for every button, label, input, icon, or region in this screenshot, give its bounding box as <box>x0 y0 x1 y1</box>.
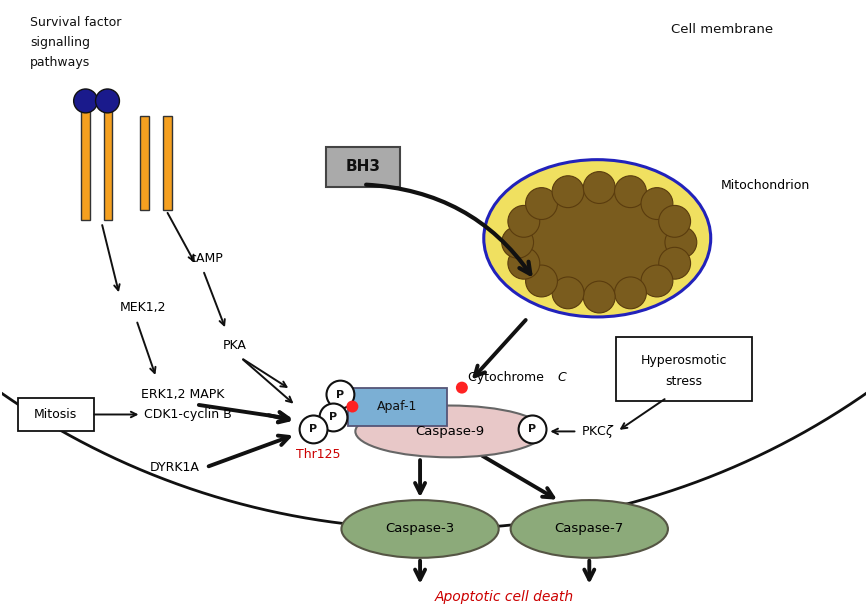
Text: pathways: pathways <box>30 56 90 69</box>
FancyBboxPatch shape <box>18 398 94 432</box>
Circle shape <box>552 176 584 207</box>
Circle shape <box>665 226 697 258</box>
Circle shape <box>659 206 691 237</box>
FancyBboxPatch shape <box>348 388 447 426</box>
Ellipse shape <box>483 160 711 317</box>
Text: Caspase-9: Caspase-9 <box>416 425 484 438</box>
Text: P: P <box>329 412 338 423</box>
FancyArrowPatch shape <box>366 185 530 274</box>
Text: DYRK1A: DYRK1A <box>149 461 199 474</box>
Bar <box>163 116 172 210</box>
Circle shape <box>518 415 547 443</box>
Text: Mitochondrion: Mitochondrion <box>720 179 810 192</box>
Text: P: P <box>337 390 345 399</box>
Circle shape <box>641 265 673 297</box>
Circle shape <box>583 171 615 204</box>
Text: MEK1,2: MEK1,2 <box>120 302 166 314</box>
Bar <box>141 116 149 210</box>
Circle shape <box>502 226 534 258</box>
Ellipse shape <box>510 500 668 558</box>
Text: CDK1-cyclin B: CDK1-cyclin B <box>144 408 232 421</box>
Circle shape <box>346 401 358 412</box>
Circle shape <box>508 247 540 279</box>
Ellipse shape <box>355 406 544 457</box>
Circle shape <box>641 188 673 219</box>
Text: Mitosis: Mitosis <box>34 408 77 421</box>
Circle shape <box>526 265 557 297</box>
Circle shape <box>299 415 327 443</box>
Ellipse shape <box>517 187 681 297</box>
Text: Caspase-3: Caspase-3 <box>385 522 455 536</box>
Text: C: C <box>557 371 566 384</box>
Text: cAMP: cAMP <box>189 252 223 264</box>
Text: P: P <box>310 424 318 435</box>
Text: stress: stress <box>666 375 702 388</box>
Circle shape <box>74 89 97 113</box>
Circle shape <box>508 206 540 237</box>
FancyBboxPatch shape <box>326 147 400 187</box>
Circle shape <box>456 382 468 393</box>
Circle shape <box>583 281 615 313</box>
Circle shape <box>552 277 584 309</box>
Bar <box>81 101 89 220</box>
Text: PKA: PKA <box>223 339 247 352</box>
Circle shape <box>659 247 691 279</box>
Text: signalling: signalling <box>30 36 90 49</box>
Text: BH3: BH3 <box>345 159 381 174</box>
Text: Apaf-1: Apaf-1 <box>377 400 418 413</box>
Circle shape <box>95 89 120 113</box>
Text: Cell membrane: Cell membrane <box>671 22 773 36</box>
Text: Cytochrome: Cytochrome <box>468 371 548 384</box>
Text: Caspase-7: Caspase-7 <box>555 522 624 536</box>
Circle shape <box>526 188 557 219</box>
Circle shape <box>319 404 347 432</box>
Text: P: P <box>529 424 536 435</box>
Text: PKC$\zeta$: PKC$\zeta$ <box>582 423 615 440</box>
FancyBboxPatch shape <box>616 337 752 401</box>
Text: Hyperosmotic: Hyperosmotic <box>641 354 727 367</box>
Circle shape <box>615 277 647 309</box>
Text: Survival factor: Survival factor <box>30 16 122 29</box>
Text: Thr125: Thr125 <box>296 448 341 461</box>
Ellipse shape <box>341 500 499 558</box>
Circle shape <box>326 381 354 409</box>
Bar <box>103 101 113 220</box>
Text: Apoptotic cell death: Apoptotic cell death <box>435 590 575 604</box>
Text: ERK1,2 MAPK: ERK1,2 MAPK <box>141 388 225 401</box>
Circle shape <box>615 176 647 207</box>
